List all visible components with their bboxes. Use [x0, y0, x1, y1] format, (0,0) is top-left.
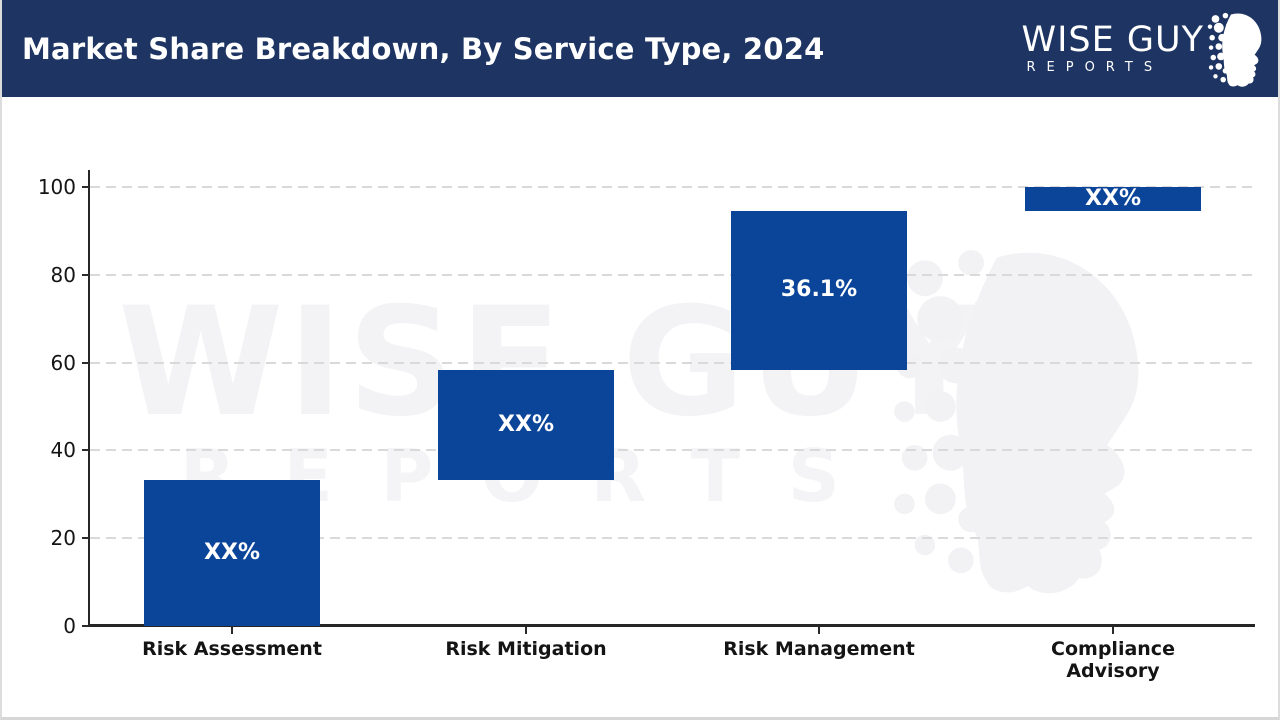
bar-segment: XX% — [438, 369, 614, 481]
y-tick-label: 40 — [50, 438, 76, 463]
gridline — [90, 273, 1255, 276]
y-tick-mark — [82, 186, 90, 188]
y-tick-mark — [82, 273, 90, 276]
x-category-label: Risk Management — [723, 638, 915, 660]
x-tick-mark — [818, 627, 820, 634]
y-tick-label: 80 — [50, 262, 76, 287]
bar-segment: XX% — [1025, 186, 1201, 212]
x-category-label: Risk Mitigation — [445, 638, 607, 660]
y-tick-label: 100 — [37, 175, 76, 199]
gridline — [90, 449, 1255, 452]
watermark-head-icon — [889, 249, 1139, 594]
bar-value-label: 36.1% — [780, 277, 858, 303]
x-tick-mark — [231, 627, 233, 634]
gridline — [90, 361, 1255, 364]
y-tick-label: 20 — [50, 526, 76, 551]
gridline — [90, 186, 1255, 188]
page-title: Market Share Breakdown, By Service Type,… — [22, 31, 825, 66]
bar-value-label: XX% — [498, 411, 554, 437]
logo-head-icon — [1207, 12, 1262, 87]
header: Market Share Breakdown, By Service Type,… — [2, 0, 1278, 97]
bar-segment: XX% — [144, 480, 320, 626]
x-tick-mark — [1112, 627, 1114, 634]
y-tick-label: 0 — [63, 614, 76, 638]
bar-segment: 36.1% — [731, 211, 907, 370]
y-tick-mark — [82, 537, 90, 540]
y-axis-line — [88, 170, 90, 627]
logo-reports-text: REPORTS — [1026, 60, 1164, 75]
bar-value-label: XX% — [204, 540, 260, 566]
gridline — [90, 537, 1255, 540]
y-tick-label: 60 — [50, 350, 76, 375]
y-tick-mark — [82, 361, 90, 364]
x-tick-mark — [525, 627, 527, 634]
logo-wordmark: WISE GUY — [1021, 20, 1204, 60]
x-category-label: Compliance Advisory — [1051, 638, 1175, 682]
wise-guy-logo: WISE GUY REPORTS — [1021, 9, 1268, 89]
x-category-label: Risk Assessment — [142, 638, 322, 660]
x-axis-line — [90, 624, 1255, 627]
bar-value-label: XX% — [1085, 186, 1141, 212]
y-tick-mark — [82, 625, 90, 627]
y-tick-mark — [82, 449, 90, 452]
